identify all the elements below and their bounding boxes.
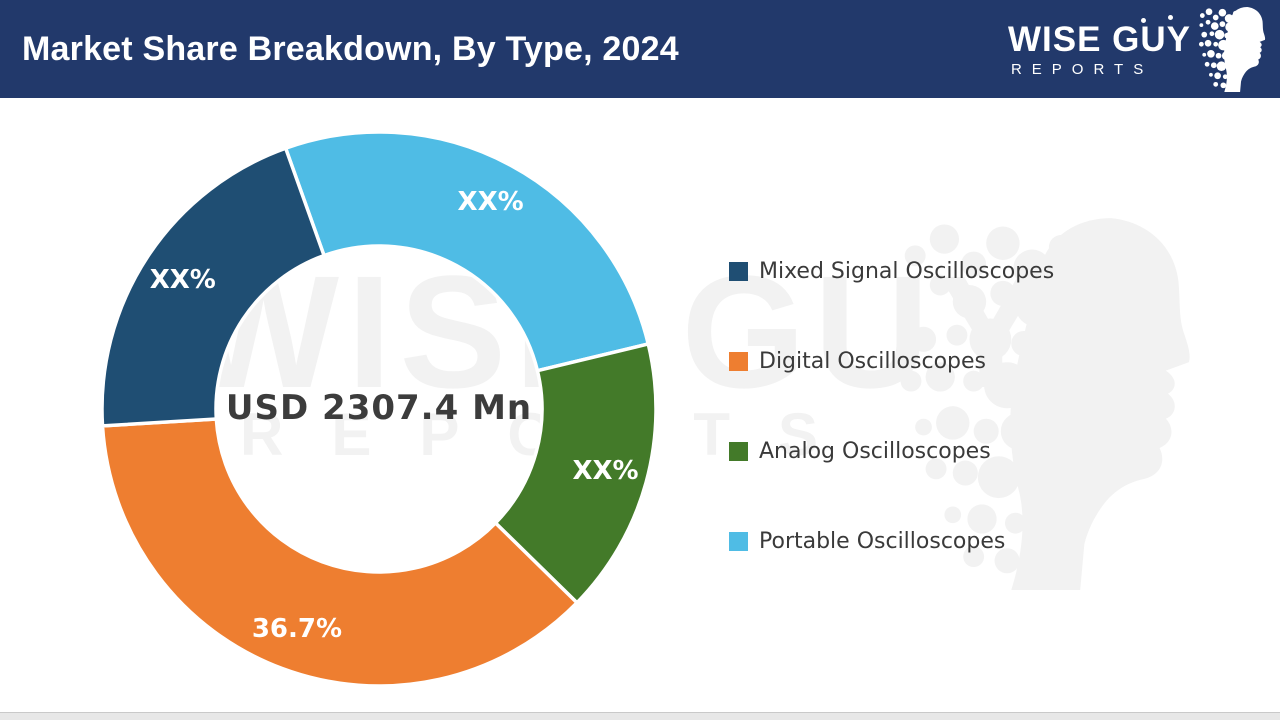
legend-label: Analog Oscilloscopes (759, 438, 991, 464)
footer-bar (0, 712, 1280, 720)
legend-label: Portable Oscilloscopes (759, 528, 1006, 554)
legend-item-portable: Portable Oscilloscopes (729, 496, 1054, 586)
logo-wiseguy-label: WISE GUY (1007, 19, 1191, 59)
segment-value-label-digital: 36.7% (251, 614, 343, 645)
legend-swatch (729, 351, 748, 371)
page-title: Market Share Breakdown, By Type, 2024 (22, 29, 679, 68)
legend-label: Mixed Signal Oscilloscopes (759, 258, 1055, 284)
legend-item-analog: Analog Oscilloscopes (729, 406, 1054, 496)
logo-accent-dot (1167, 15, 1173, 20)
donut-segment-digital-oscilloscopes (100, 417, 579, 688)
chart-center-total: USD 2307.4 Mn (225, 388, 533, 428)
logo-reports-label: REPORTS (1010, 60, 1154, 78)
segment-value-label-analog: XX% (572, 456, 639, 487)
legend-label: Digital Oscilloscopes (759, 348, 986, 374)
header-bar: Market Share Breakdown, By Type, 2024 WI… (0, 0, 1280, 98)
wiseguy-logo: WISE GUY REPORTS (1008, 0, 1266, 98)
legend-swatch (729, 261, 748, 281)
logo-face-icon (1198, 6, 1266, 92)
legend-item-mixed-signal: Mixed Signal Oscilloscopes (729, 226, 1054, 316)
legend-swatch (729, 531, 748, 551)
legend-item-digital: Digital Oscilloscopes (729, 316, 1054, 406)
legend-swatch (729, 441, 748, 461)
segment-value-label-mixed-signal: XX% (149, 264, 216, 295)
donut-segment-analog-oscilloscopes (493, 342, 658, 605)
donut-segment-portable-oscilloscopes (283, 130, 651, 373)
chart-legend: Mixed Signal Oscilloscopes Digital Oscil… (729, 226, 1054, 586)
wiseguy-logo-text: WISE GUY REPORTS (1008, 22, 1191, 77)
segment-value-label-portable: XX% (457, 187, 524, 218)
donut-segment-mixed-signal-oscilloscopes (100, 146, 326, 428)
watermark-reports-text: REPORTS (240, 400, 866, 469)
logo-accent-dot (1140, 18, 1146, 23)
